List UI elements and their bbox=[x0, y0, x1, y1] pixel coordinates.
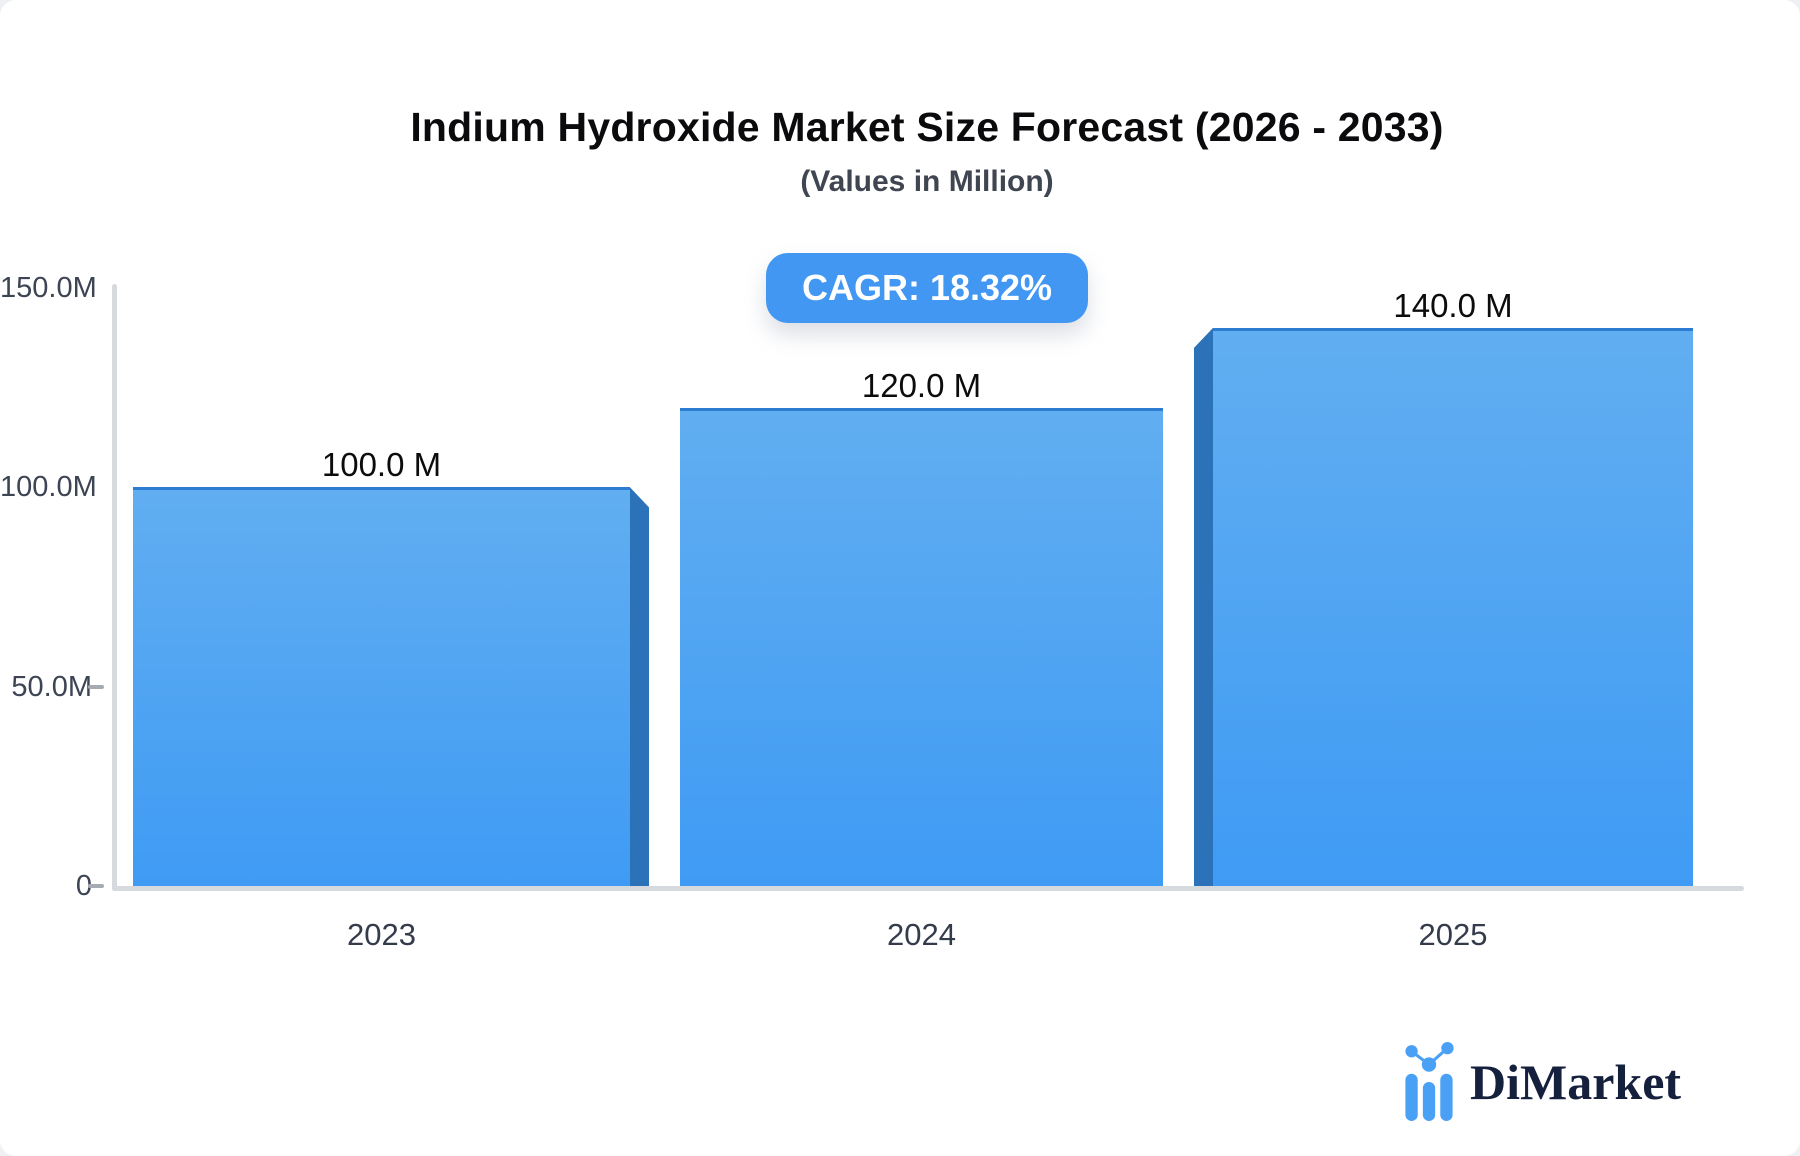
x-axis-label: 2024 bbox=[887, 917, 956, 952]
y-axis-tick-mark bbox=[88, 684, 104, 689]
y-axis-line bbox=[112, 284, 117, 891]
cagr-badge: CAGR: 18.32% bbox=[765, 253, 1089, 323]
bar-group-2023: 100.0 M 2023 bbox=[133, 288, 649, 952]
y-axis-tick-label: 100.0M bbox=[0, 471, 97, 504]
x-axis-label: 2025 bbox=[1418, 917, 1488, 952]
bar-chart-dots-icon bbox=[1405, 1042, 1454, 1121]
bar-group-2024: 120.0 M 2024 bbox=[680, 288, 1163, 952]
bar-2025[interactable] bbox=[1213, 327, 1693, 886]
y-axis-tick-mark bbox=[88, 884, 104, 888]
bar-value-label: 120.0 M bbox=[861, 366, 982, 404]
bar-2023[interactable] bbox=[133, 487, 630, 886]
bar-value-label: 100.0 M bbox=[321, 446, 442, 484]
cagr-badge-wrap: CAGR: 18.32% bbox=[112, 253, 1742, 323]
bar-2024[interactable] bbox=[680, 407, 1163, 886]
dimarket-logo: DiMarket bbox=[1404, 1042, 1681, 1122]
plot-area: 150.0M 100.0M 50.0M 0 100.0 M 2023 120.0 M 2024… bbox=[0, 272, 1744, 952]
chart-title: Indium Hydroxide Market Size Forecast (2… bbox=[410, 104, 1444, 150]
bar-3d-side bbox=[1194, 327, 1213, 886]
x-axis-label: 2023 bbox=[347, 917, 416, 952]
bar-group-2025: 140.0 M 2025 bbox=[1194, 286, 1693, 952]
x-axis-line bbox=[112, 886, 1744, 891]
y-axis-tick-label: 50.0M bbox=[11, 670, 92, 703]
y-axis-tick-label: 150.0M bbox=[0, 272, 97, 304]
y-axis-tick-label: 0 bbox=[75, 870, 92, 902]
bar-3d-side bbox=[630, 487, 649, 886]
chart-subtitle: (Values in Million) bbox=[800, 165, 1054, 198]
bar-value-label: 140.0 M bbox=[1393, 286, 1513, 324]
logo-text: DiMarket bbox=[1470, 1054, 1682, 1110]
